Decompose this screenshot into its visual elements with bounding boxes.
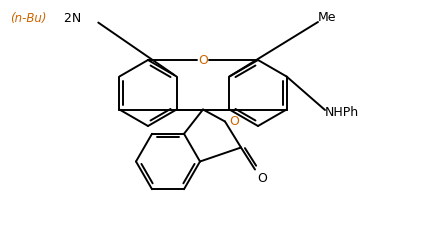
Text: O: O	[257, 173, 267, 185]
Text: 2N: 2N	[56, 11, 81, 25]
Text: O: O	[198, 54, 208, 66]
Text: NHPh: NHPh	[325, 105, 359, 119]
Text: (n-Bu): (n-Bu)	[10, 11, 46, 25]
Text: Me: Me	[318, 11, 337, 23]
Text: O: O	[229, 115, 239, 128]
